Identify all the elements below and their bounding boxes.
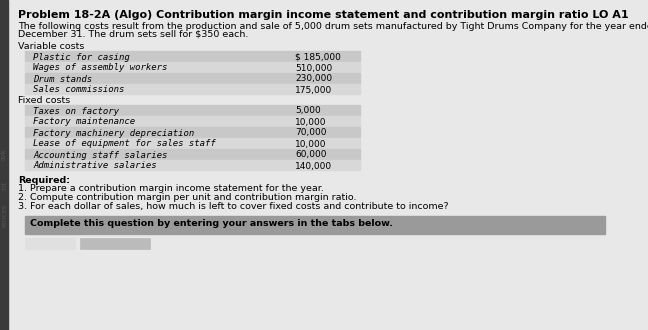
Bar xyxy=(0,0,8,330)
Text: 230,000: 230,000 xyxy=(295,75,332,83)
Text: Sales commissions: Sales commissions xyxy=(33,85,124,94)
Text: 10,000: 10,000 xyxy=(295,117,327,126)
Text: Complete this question by entering your answers in the tabs below.: Complete this question by entering your … xyxy=(30,219,393,228)
Bar xyxy=(25,51,360,61)
Text: Variable costs: Variable costs xyxy=(18,42,84,51)
Text: Fixed costs: Fixed costs xyxy=(18,96,70,105)
Text: Administrative salaries: Administrative salaries xyxy=(33,161,157,171)
Text: Drum stands: Drum stands xyxy=(33,75,92,83)
Text: 510,000: 510,000 xyxy=(295,63,332,73)
Bar xyxy=(25,116,360,126)
Text: The following costs result from the production and sale of 5,000 drum sets manuf: The following costs result from the prod… xyxy=(18,22,648,31)
Text: Plastic for casing: Plastic for casing xyxy=(33,52,130,61)
Text: rences: rences xyxy=(1,203,7,227)
Bar xyxy=(80,238,150,249)
Text: ook: ook xyxy=(1,149,7,161)
Text: $ 185,000: $ 185,000 xyxy=(295,52,341,61)
Bar xyxy=(25,160,360,170)
Text: Required:: Required: xyxy=(18,176,70,185)
Text: Accounting staff salaries: Accounting staff salaries xyxy=(33,150,167,159)
Text: int: int xyxy=(1,181,7,190)
Text: 2. Compute contribution margin per unit and contribution margin ratio.: 2. Compute contribution margin per unit … xyxy=(18,193,356,202)
Bar xyxy=(25,105,360,115)
Text: 10,000: 10,000 xyxy=(295,140,327,148)
Bar xyxy=(25,216,605,234)
Text: Lease of equipment for sales staff: Lease of equipment for sales staff xyxy=(33,140,216,148)
Bar xyxy=(25,127,360,137)
Text: 175,000: 175,000 xyxy=(295,85,332,94)
Bar xyxy=(25,84,360,94)
Bar xyxy=(25,62,360,72)
Text: 70,000: 70,000 xyxy=(295,128,327,138)
Text: December 31. The drum sets sell for $350 each.: December 31. The drum sets sell for $350… xyxy=(18,30,248,39)
Bar xyxy=(25,138,360,148)
Text: 140,000: 140,000 xyxy=(295,161,332,171)
Text: Taxes on factory: Taxes on factory xyxy=(33,107,119,116)
Text: 3. For each dollar of sales, how much is left to cover fixed costs and contribut: 3. For each dollar of sales, how much is… xyxy=(18,202,448,211)
Text: Wages of assembly workers: Wages of assembly workers xyxy=(33,63,167,73)
Bar xyxy=(25,149,360,159)
Text: 1. Prepare a contribution margin income statement for the year.: 1. Prepare a contribution margin income … xyxy=(18,184,324,193)
Text: Factory machinery depreciation: Factory machinery depreciation xyxy=(33,128,194,138)
Bar xyxy=(25,238,75,249)
Text: Factory maintenance: Factory maintenance xyxy=(33,117,135,126)
Bar xyxy=(25,73,360,83)
Text: Problem 18-2A (Algo) Contribution margin income statement and contribution margi: Problem 18-2A (Algo) Contribution margin… xyxy=(18,10,629,20)
Text: 5,000: 5,000 xyxy=(295,107,321,116)
Text: 60,000: 60,000 xyxy=(295,150,327,159)
